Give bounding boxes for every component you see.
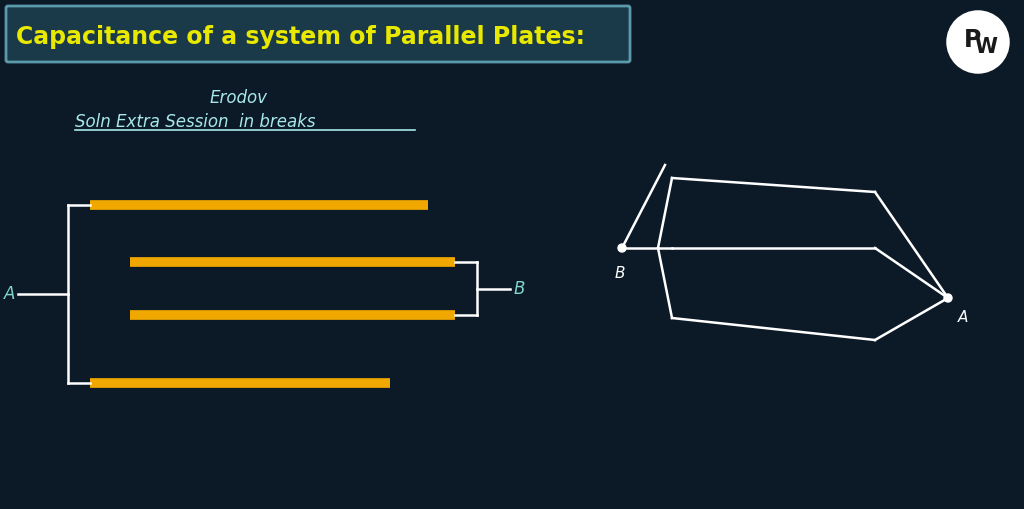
FancyBboxPatch shape [6,6,630,62]
Circle shape [944,294,952,302]
Text: A: A [958,310,969,325]
Text: Erodov: Erodov [210,89,268,107]
Text: A: A [4,285,15,303]
Text: B: B [614,266,626,281]
Text: B: B [514,279,525,297]
Text: Capacitance of a system of Parallel Plates:: Capacitance of a system of Parallel Plat… [16,25,585,49]
Circle shape [948,12,1008,72]
Text: Soln Extra Session  in breaks: Soln Extra Session in breaks [75,113,315,131]
Circle shape [618,244,626,252]
Text: W: W [975,37,997,57]
Text: P: P [965,28,982,52]
